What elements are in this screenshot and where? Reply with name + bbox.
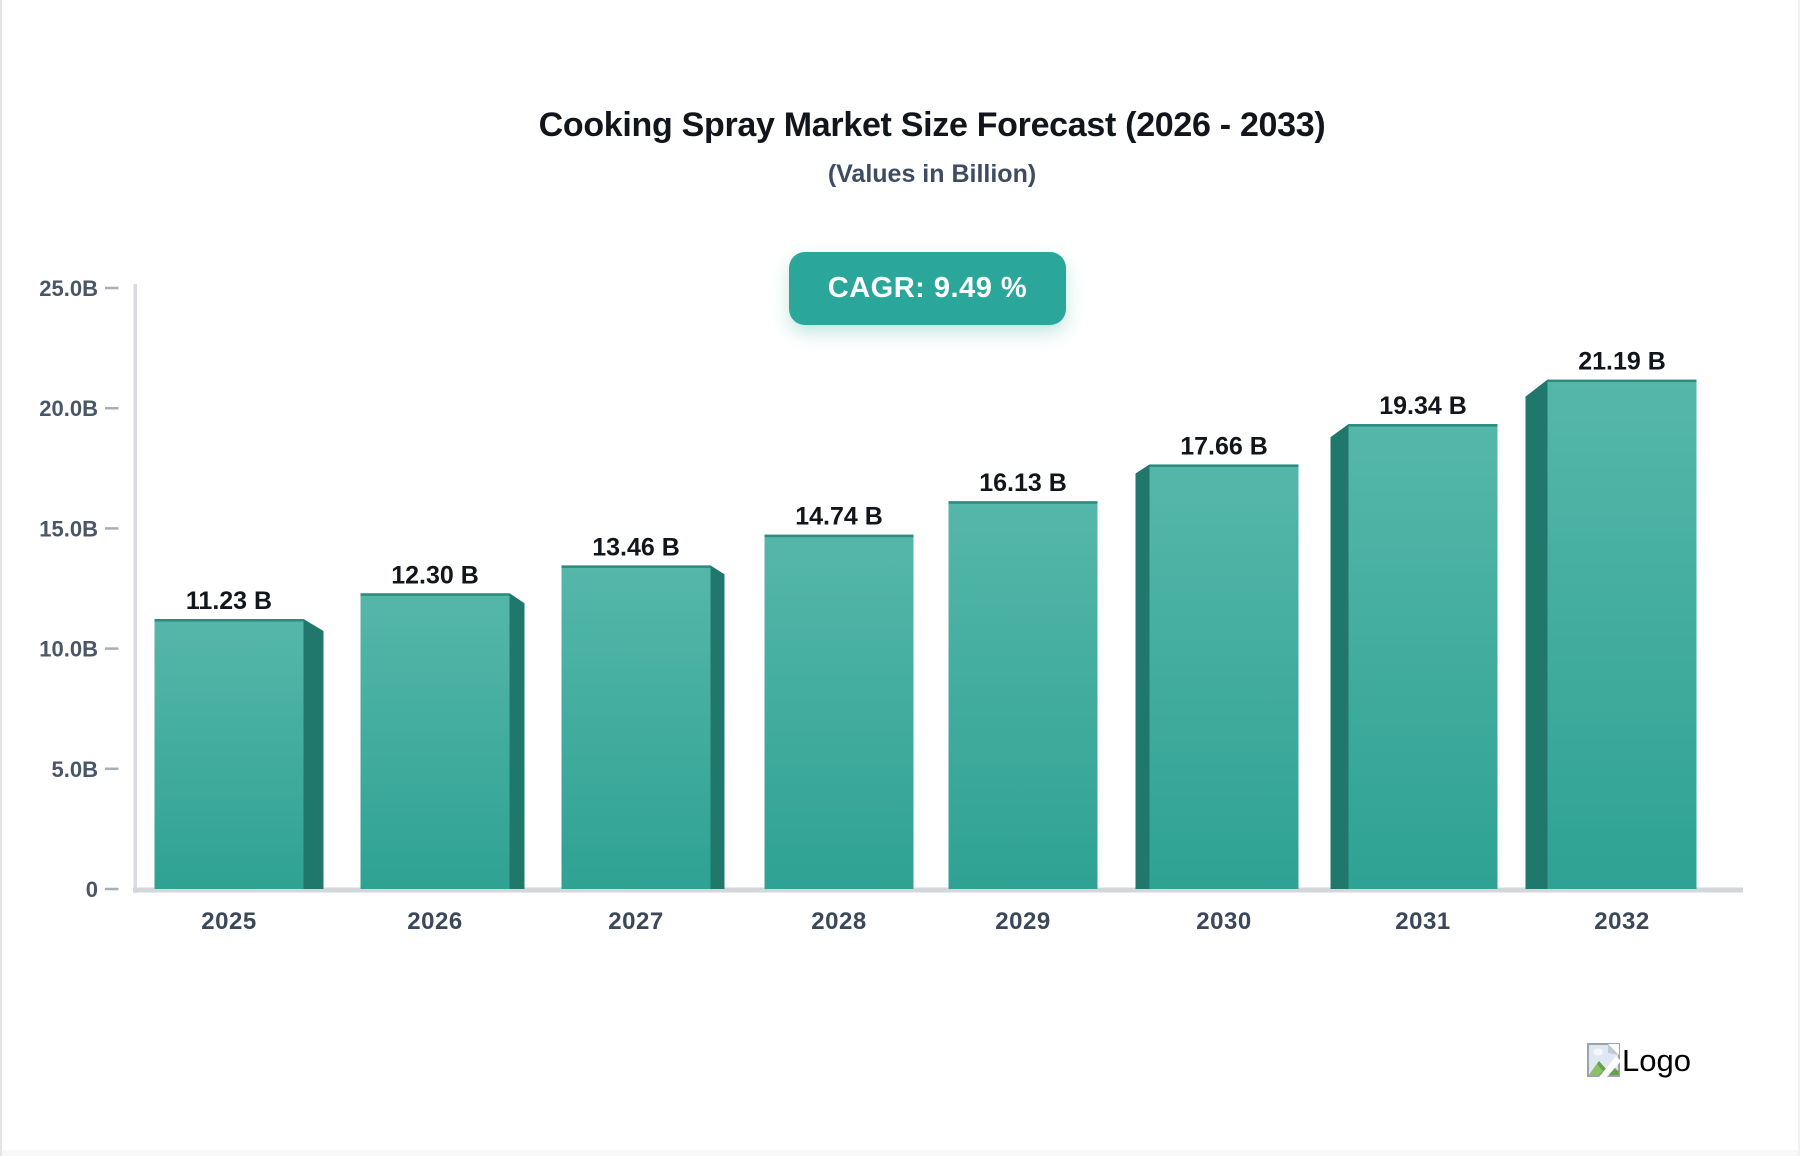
bar-2031 — [1348, 424, 1498, 889]
bar-2030 — [1149, 464, 1299, 889]
y-axis-tick — [105, 406, 119, 410]
y-axis-tick-label: 0 — [86, 877, 98, 902]
chart-subtitle: (Values in Billion) — [827, 160, 1037, 188]
bar-2027 — [561, 565, 711, 889]
x-axis-label-2028: 2028 — [811, 908, 866, 935]
bar-top-edge-2028 — [764, 534, 914, 538]
y-axis-tick — [105, 647, 119, 650]
bar-side-2025 — [303, 619, 324, 889]
bar-top-edge-2029 — [948, 501, 1098, 504]
bar-2026 — [360, 593, 510, 889]
bar-value-label-2025: 11.23 B — [186, 587, 272, 615]
chart-header: Cooking Spray Market Size Forecast (2026… — [539, 106, 1326, 189]
cagr-badge-label: CAGR: 9.49 % — [827, 272, 1028, 304]
x-axis-label-2027: 2027 — [608, 908, 663, 935]
y-axis-tick-label: 20.0B — [39, 396, 98, 421]
y-axis-line — [133, 284, 137, 893]
bar-2025 — [154, 619, 304, 889]
chart-title: Cooking Spray Market Size Forecast (2026… — [538, 106, 1326, 144]
bar-side-2030 — [1135, 464, 1150, 889]
logo-text: Logo — [1622, 1043, 1691, 1078]
bar-top-edge-2032 — [1547, 379, 1697, 383]
x-axis-label-2025: 2025 — [201, 908, 256, 935]
bar-value-label-2027: 13.46 B — [592, 533, 680, 561]
bar-top-edge-2030 — [1149, 464, 1299, 467]
broken-image-icon — [1587, 1043, 1621, 1078]
bar-2029 — [948, 501, 1098, 889]
x-axis-line — [133, 887, 1743, 893]
y-axis-tick-label: 5.0B — [52, 757, 98, 782]
x-axis-label-2032: 2032 — [1594, 908, 1649, 935]
bar-side-2026 — [509, 593, 525, 889]
bar-value-label-2032: 21.19 B — [1578, 348, 1666, 376]
y-axis-tick — [105, 527, 119, 530]
y-axis-tick-label: 15.0B — [39, 516, 98, 541]
x-axis-label-2030: 2030 — [1196, 908, 1251, 935]
bar-side-2031 — [1330, 424, 1349, 889]
x-axis-label-2029: 2029 — [995, 908, 1050, 935]
bar-value-label-2026: 12.30 B — [391, 561, 479, 589]
bar-top-edge-2026 — [360, 593, 510, 596]
bar-side-2027 — [710, 565, 725, 889]
y-axis-tick-label: 25.0B — [39, 276, 98, 301]
y-axis-tick — [105, 767, 119, 771]
x-axis-label-2031: 2031 — [1395, 908, 1450, 935]
y-axis-tick — [105, 286, 119, 290]
bar-top-edge-2031 — [1348, 424, 1498, 427]
cagr-badge: CAGR: 9.49 % — [789, 252, 1066, 325]
bar-2028 — [764, 534, 914, 889]
logo: Logo — [1587, 1040, 1691, 1078]
bar-value-label-2029: 16.13 B — [979, 469, 1067, 497]
bar-top-edge-2025 — [154, 619, 304, 622]
bar-2032 — [1547, 379, 1697, 889]
bar-top-edge-2027 — [561, 565, 711, 568]
y-axis-tick-label: 10.0B — [39, 637, 98, 662]
bar-value-label-2030: 17.66 B — [1180, 432, 1268, 460]
bar-value-label-2031: 19.34 B — [1379, 392, 1467, 420]
y-axis-tick — [105, 887, 119, 891]
x-axis-label-2026: 2026 — [407, 908, 462, 935]
bar-value-label-2028: 14.74 B — [795, 503, 883, 531]
bar-side-2032 — [1525, 379, 1548, 889]
